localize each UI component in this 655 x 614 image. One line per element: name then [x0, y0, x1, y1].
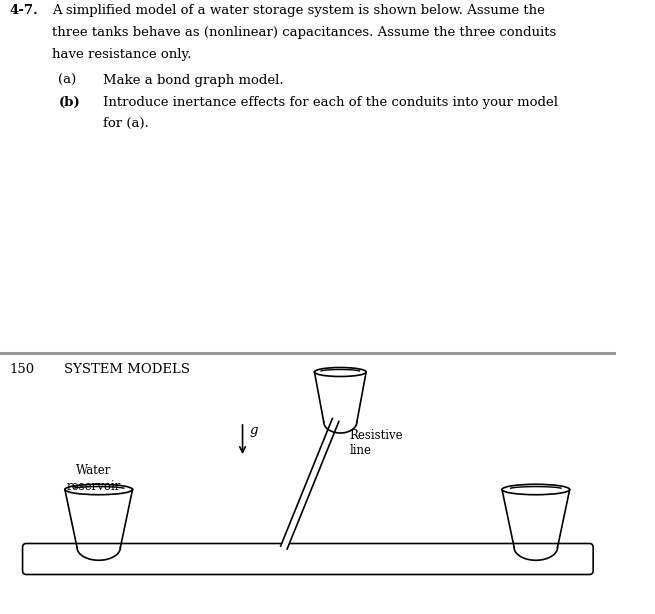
Polygon shape: [280, 419, 339, 549]
Text: for (a).: for (a).: [103, 117, 149, 130]
Text: 4-7.: 4-7.: [9, 4, 38, 17]
Text: Water
reservoir: Water reservoir: [67, 465, 121, 492]
Text: SYSTEM MODELS: SYSTEM MODELS: [64, 363, 190, 376]
FancyBboxPatch shape: [22, 543, 593, 575]
Text: A simplified model of a water storage system is shown below. Assume the: A simplified model of a water storage sy…: [52, 4, 544, 17]
Text: three tanks behave as (nonlinear) capacitances. Assume the three conduits: three tanks behave as (nonlinear) capaci…: [52, 26, 556, 39]
Text: 150: 150: [9, 363, 35, 376]
Text: g: g: [249, 424, 257, 437]
Text: Make a bond graph model.: Make a bond graph model.: [103, 74, 284, 87]
Text: (a): (a): [58, 74, 77, 87]
Text: have resistance only.: have resistance only.: [52, 48, 191, 61]
Text: Resistive
line: Resistive line: [350, 429, 403, 457]
Text: Introduce inertance effects for each of the conduits into your model: Introduce inertance effects for each of …: [103, 96, 559, 109]
Text: (b): (b): [58, 96, 80, 109]
